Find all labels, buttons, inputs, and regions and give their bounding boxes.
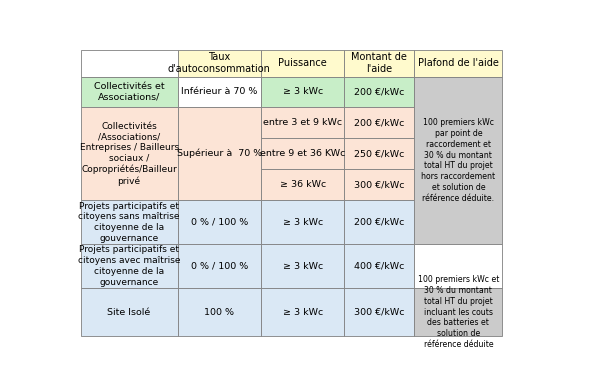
Text: 100 premiers kWc et
30 % du montant
total HT du projet
incluant les couts
des ba: 100 premiers kWc et 30 % du montant tota… bbox=[418, 275, 499, 349]
Text: ≥ 3 kWc: ≥ 3 kWc bbox=[283, 308, 323, 317]
Bar bbox=[345, 107, 414, 138]
Text: 100 %: 100 % bbox=[204, 308, 234, 317]
Text: 250 €/kWc: 250 €/kWc bbox=[354, 149, 405, 158]
Bar bbox=[261, 244, 345, 288]
Bar bbox=[345, 201, 414, 244]
Text: Taux
d'autoconsommation: Taux d'autoconsommation bbox=[168, 52, 271, 74]
Text: entre 3 et 9 kWc: entre 3 et 9 kWc bbox=[263, 118, 342, 127]
Bar bbox=[345, 169, 414, 201]
Bar bbox=[80, 201, 177, 244]
Bar bbox=[177, 50, 261, 77]
Bar bbox=[177, 201, 261, 244]
Bar bbox=[177, 77, 261, 107]
Bar bbox=[345, 244, 414, 288]
Bar bbox=[345, 288, 414, 336]
Text: Puissance: Puissance bbox=[278, 58, 327, 68]
Text: 300 €/kWc: 300 €/kWc bbox=[354, 308, 405, 317]
Bar bbox=[177, 107, 261, 201]
Bar bbox=[345, 77, 414, 107]
Text: Collectivités
/Associations/
Entreprises / Bailleurs
sociaux /
Copropriétés/Bail: Collectivités /Associations/ Entreprises… bbox=[80, 122, 178, 186]
Text: 0 % / 100 %: 0 % / 100 % bbox=[190, 218, 248, 227]
Text: 200 €/kWc: 200 €/kWc bbox=[354, 218, 405, 227]
Bar bbox=[414, 50, 502, 77]
Text: Site Isolé: Site Isolé bbox=[108, 308, 151, 317]
Text: ≥ 3 kWc: ≥ 3 kWc bbox=[283, 218, 323, 227]
Text: Supérieur à  70 %: Supérieur à 70 % bbox=[177, 149, 262, 159]
Bar bbox=[80, 107, 177, 201]
Text: 300 €/kWc: 300 €/kWc bbox=[354, 180, 405, 189]
Text: 0 % / 100 %: 0 % / 100 % bbox=[190, 262, 248, 270]
Bar bbox=[80, 77, 177, 107]
Bar bbox=[345, 50, 414, 77]
Text: Projets participatifs et
citoyens avec maîtrise
citoyenne de la
gouvernance: Projets participatifs et citoyens avec m… bbox=[78, 245, 180, 286]
Bar bbox=[80, 288, 177, 336]
Text: ≥ 3 kWc: ≥ 3 kWc bbox=[283, 262, 323, 270]
Bar bbox=[414, 77, 502, 244]
Text: 200 €/kWc: 200 €/kWc bbox=[354, 118, 405, 127]
Text: ≥ 36 kWc: ≥ 36 kWc bbox=[280, 180, 326, 189]
Bar bbox=[261, 107, 345, 138]
Bar bbox=[414, 288, 502, 336]
Bar bbox=[261, 138, 345, 169]
Bar bbox=[345, 138, 414, 169]
Text: Inférieur à 70 %: Inférieur à 70 % bbox=[181, 87, 258, 96]
Text: 400 €/kWc: 400 €/kWc bbox=[354, 262, 405, 270]
Text: Plafond de l'aide: Plafond de l'aide bbox=[418, 58, 499, 68]
Text: 100 premiers kWc
par point de
raccordement et
30 % du montant
total HT du projet: 100 premiers kWc par point de raccordeme… bbox=[421, 118, 496, 202]
Text: Projets participatifs et
citoyens sans maîtrise
citoyenne de la
gouvernance: Projets participatifs et citoyens sans m… bbox=[79, 202, 180, 243]
Bar bbox=[177, 288, 261, 336]
Text: Montant de
l'aide: Montant de l'aide bbox=[352, 52, 408, 74]
Bar bbox=[177, 244, 261, 288]
Bar bbox=[80, 50, 177, 77]
Text: entre 9 et 36 KWc: entre 9 et 36 KWc bbox=[260, 149, 346, 158]
Bar bbox=[261, 169, 345, 201]
Bar bbox=[261, 50, 345, 77]
Bar bbox=[261, 201, 345, 244]
Bar bbox=[414, 244, 502, 288]
Text: 200 €/kWc: 200 €/kWc bbox=[354, 87, 405, 96]
Text: Collectivités et
Associations/: Collectivités et Associations/ bbox=[94, 82, 164, 102]
Bar bbox=[261, 77, 345, 107]
Bar bbox=[261, 288, 345, 336]
Bar bbox=[80, 244, 177, 288]
Text: ≥ 3 kWc: ≥ 3 kWc bbox=[283, 87, 323, 96]
